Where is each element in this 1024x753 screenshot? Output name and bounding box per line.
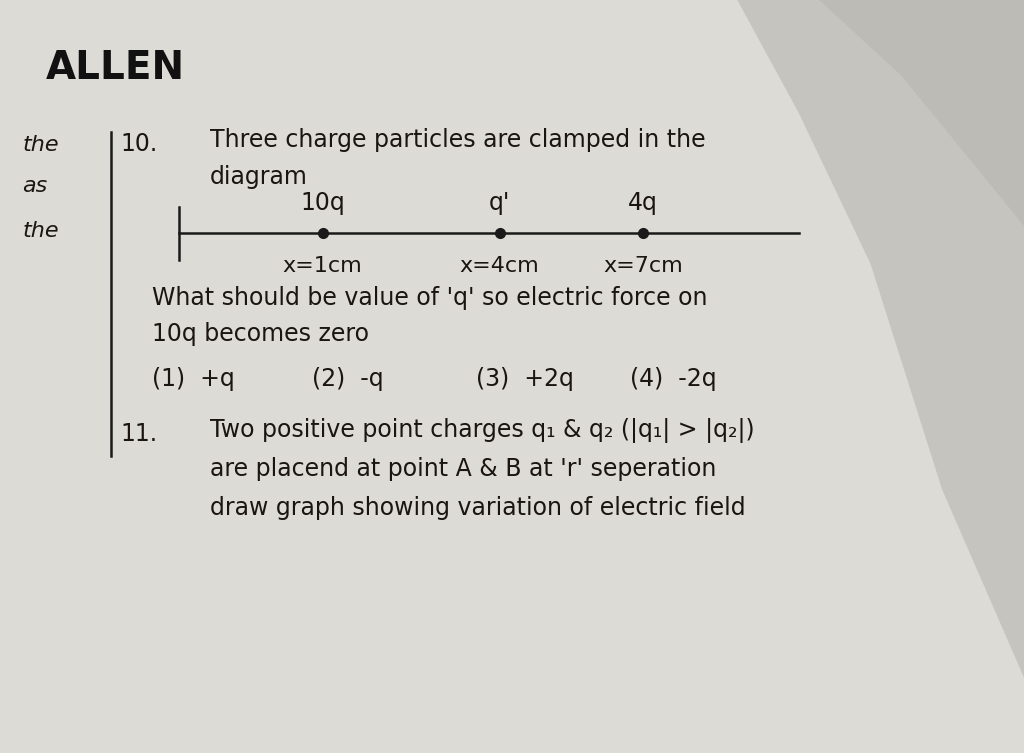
Text: as: as <box>23 176 48 196</box>
Text: Three charge particles are clamped in the: Three charge particles are clamped in th… <box>210 128 706 152</box>
Text: x=1cm: x=1cm <box>283 256 362 276</box>
Text: (2)  -q: (2) -q <box>312 367 384 391</box>
Text: q': q' <box>489 191 510 215</box>
Text: x=4cm: x=4cm <box>460 256 540 276</box>
Text: (3)  +2q: (3) +2q <box>476 367 574 391</box>
Text: What should be value of 'q' so electric force on: What should be value of 'q' so electric … <box>152 286 707 310</box>
Text: 10q becomes zero: 10q becomes zero <box>152 322 369 346</box>
Text: 11.: 11. <box>121 422 158 446</box>
Polygon shape <box>737 0 1024 678</box>
Text: 10q: 10q <box>300 191 345 215</box>
Polygon shape <box>819 0 1024 226</box>
Text: the: the <box>23 135 59 154</box>
Text: x=7cm: x=7cm <box>603 256 683 276</box>
Text: ALLEN: ALLEN <box>46 49 185 87</box>
Text: (4)  -2q: (4) -2q <box>630 367 717 391</box>
Text: draw graph showing variation of electric field: draw graph showing variation of electric… <box>210 496 745 520</box>
Text: 10.: 10. <box>121 132 158 156</box>
Text: diagram: diagram <box>210 166 308 190</box>
Text: Two positive point charges q₁ & q₂ (|q₁| > |q₂|): Two positive point charges q₁ & q₂ (|q₁|… <box>210 418 755 443</box>
Text: 4q: 4q <box>628 191 658 215</box>
Text: (1)  +q: (1) +q <box>152 367 234 391</box>
Text: are placend at point A & B at 'r' seperation: are placend at point A & B at 'r' sepera… <box>210 457 717 481</box>
Text: the: the <box>23 221 59 241</box>
